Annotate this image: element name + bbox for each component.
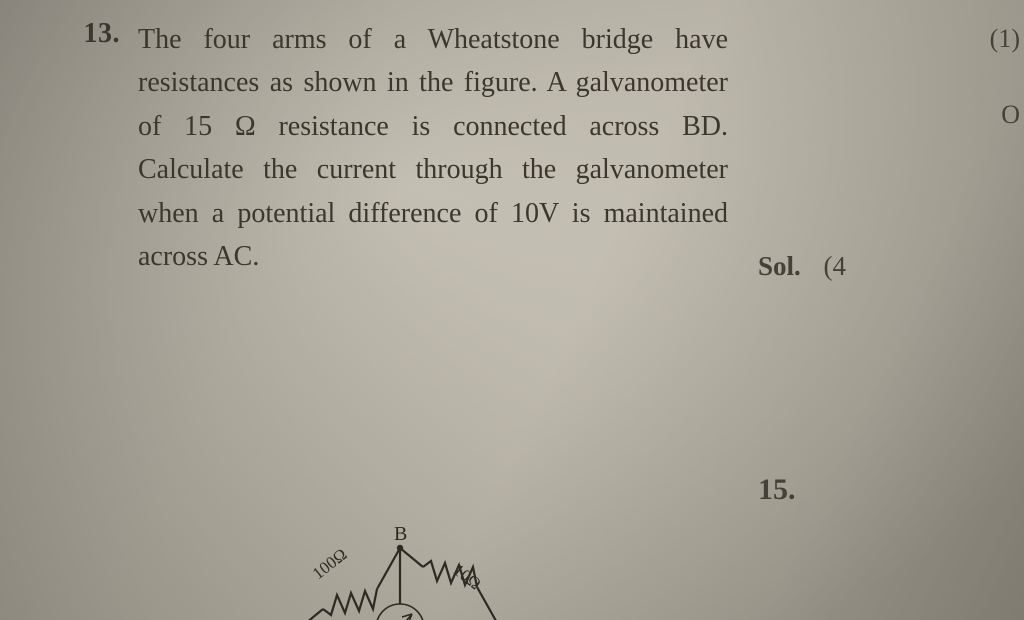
- question-row: 13. The four arms of a Wheatstone bridge…: [0, 18, 1024, 514]
- res-bc: 10Ω: [450, 561, 485, 594]
- right-margin: (1) O Sol. (4 15.: [728, 18, 1024, 514]
- sol-paren: (4: [824, 251, 847, 281]
- next-question-number: 15.: [758, 466, 1024, 514]
- wheatstone-bridge-svg: G A B C D 100Ω 10Ω 60Ω 5Ω: [190, 518, 610, 620]
- circuit-diagram: G A B C D 100Ω 10Ω 60Ω 5Ω: [190, 518, 610, 620]
- cut-text-2: O: [758, 94, 1024, 136]
- galvanometer: G: [376, 548, 424, 620]
- question-text: The four arms of a Wheatstone bridge hav…: [138, 18, 728, 278]
- sol-text: Sol.: [758, 251, 801, 281]
- question-number: 13.: [0, 18, 138, 50]
- solution-label: Sol. (4: [758, 245, 1024, 288]
- page: 13. The four arms of a Wheatstone bridge…: [0, 0, 1024, 620]
- label-b: B: [394, 523, 407, 545]
- res-ab: 100Ω: [309, 545, 351, 583]
- node-b: [397, 545, 403, 551]
- cut-text-1: (1): [758, 18, 1024, 60]
